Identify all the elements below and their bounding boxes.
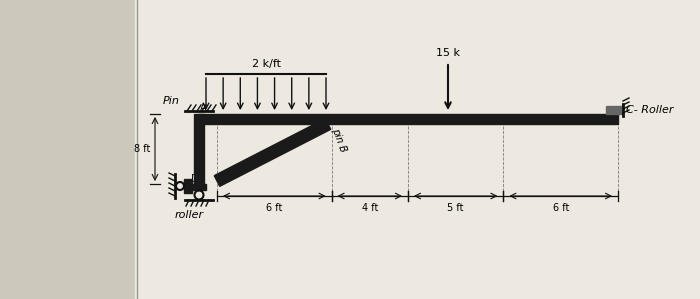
Text: 15 k: 15 k (436, 48, 460, 58)
Polygon shape (192, 184, 206, 190)
Text: C- Roller: C- Roller (626, 105, 673, 115)
Polygon shape (194, 114, 204, 184)
Polygon shape (184, 179, 192, 193)
Polygon shape (606, 106, 622, 114)
Text: 8 ft: 8 ft (134, 144, 150, 154)
Text: 4 ft: 4 ft (362, 203, 378, 213)
Polygon shape (214, 119, 330, 186)
Polygon shape (198, 114, 618, 124)
Text: A: A (200, 103, 206, 113)
Text: 2 k/ft: 2 k/ft (251, 59, 281, 69)
Text: D: D (191, 174, 199, 184)
Text: 5 ft: 5 ft (447, 203, 464, 213)
Text: 6 ft: 6 ft (552, 203, 569, 213)
Text: roller: roller (174, 210, 204, 220)
Text: pin B: pin B (330, 127, 348, 154)
Text: 6 ft: 6 ft (266, 203, 283, 213)
Polygon shape (135, 0, 700, 299)
Text: Pin: Pin (163, 96, 180, 106)
